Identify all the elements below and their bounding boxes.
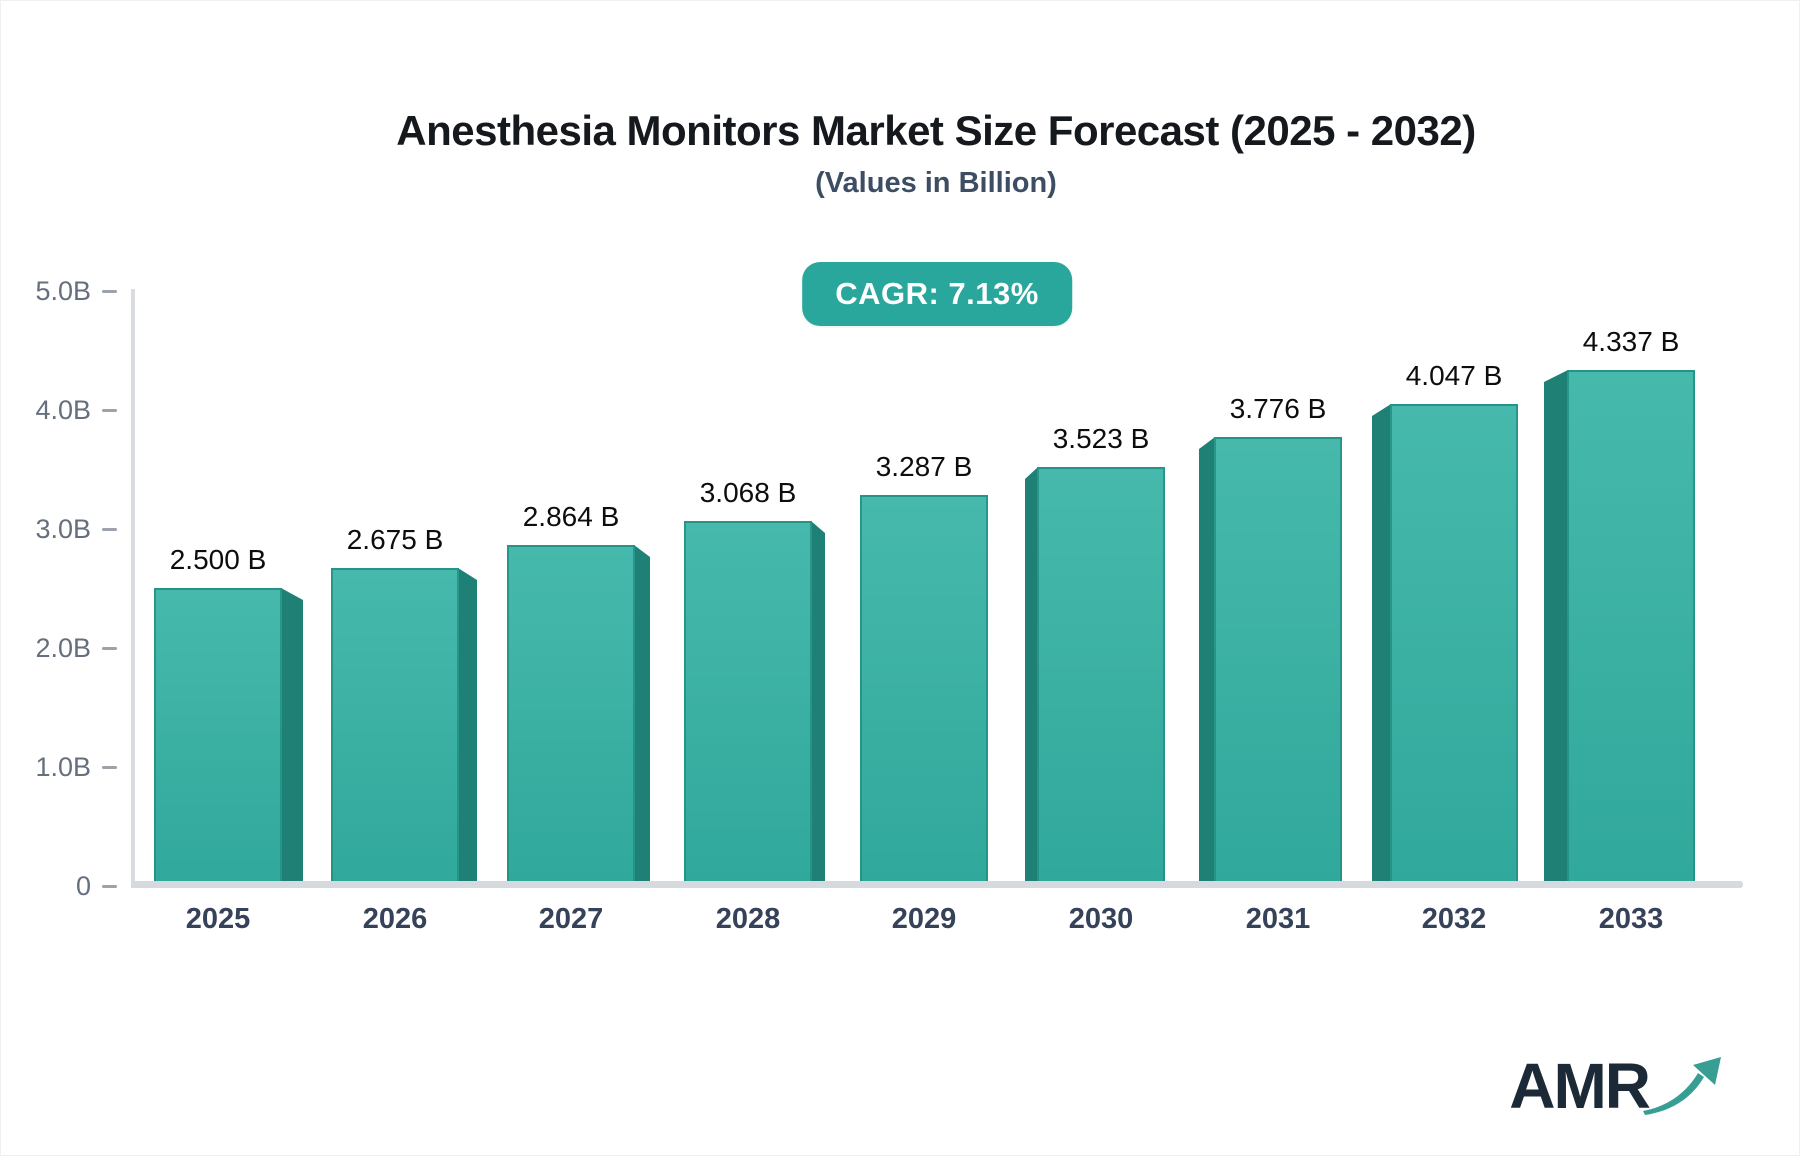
bar-2025: [154, 588, 282, 886]
bar-value-label: 3.776 B: [1229, 393, 1327, 424]
y-tick-mark: [102, 290, 117, 293]
bar-side-face: [1199, 437, 1215, 886]
x-axis-label: 2027: [538, 903, 604, 935]
y-tick-label: 4.0B: [35, 395, 91, 425]
bar-2031: [1214, 437, 1342, 886]
bar-2029: [860, 495, 988, 886]
bar-side-face: [1025, 467, 1038, 886]
y-tick-label: 3.0B: [35, 514, 91, 544]
y-tick-label: 5.0B: [35, 276, 91, 306]
x-axis-label: 2028: [715, 903, 781, 935]
bar-side-face: [281, 588, 303, 886]
chart-subtitle: (Values in Billion): [815, 167, 1057, 199]
bar-2026: [331, 568, 459, 886]
bar-value-label: 3.068 B: [699, 477, 797, 508]
bar-2033: [1567, 370, 1695, 886]
bar-2028: [684, 521, 812, 886]
y-tick-mark: [102, 528, 117, 531]
bar-2030: [1037, 467, 1165, 886]
x-axis-label: 2031: [1245, 903, 1311, 935]
growth-arrow-icon: [1643, 1057, 1721, 1115]
x-axis-label: 2026: [362, 903, 428, 935]
x-axis-label: 2032: [1421, 903, 1487, 935]
x-axis-label: 2033: [1598, 903, 1664, 935]
cagr-badge: CAGR: 7.13%: [802, 262, 1072, 326]
bar-value-label: 2.864 B: [522, 501, 620, 532]
amr-logo-text: AMR: [1509, 1050, 1651, 1122]
bar-value-label: 2.675 B: [346, 524, 444, 555]
x-axis-label: 2025: [185, 903, 251, 935]
page-title: Anesthesia Monitors Market Size Forecast…: [396, 107, 1476, 154]
x-axis-label: 2030: [1068, 903, 1134, 935]
y-axis-line: [131, 289, 135, 888]
bar-value-label: 4.337 B: [1582, 326, 1680, 357]
y-tick-label: 1.0B: [35, 752, 91, 782]
bar-value-label: 3.287 B: [875, 451, 973, 482]
y-tick-label: 2.0B: [35, 633, 91, 663]
bar-side-face: [458, 568, 477, 886]
y-tick-mark: [102, 885, 117, 888]
bar-value-label: 3.523 B: [1052, 423, 1150, 454]
bar-side-face: [634, 545, 650, 886]
y-tick-mark: [102, 409, 117, 412]
bar-2027: [507, 545, 635, 886]
x-axis-baseline: [131, 881, 1743, 888]
bar-2032: [1390, 404, 1518, 886]
x-axis-label: 2029: [891, 903, 957, 935]
y-tick-label: 0: [75, 871, 91, 901]
y-tick-mark: [102, 647, 117, 650]
amr-logo: AMR: [1509, 1050, 1725, 1122]
bar-side-face: [1372, 404, 1391, 886]
bar-value-label: 2.500 B: [169, 544, 267, 575]
bar-value-label: 4.047 B: [1405, 360, 1503, 391]
y-tick-mark: [102, 766, 117, 769]
bar-side-face: [1544, 370, 1568, 886]
bar-side-face: [811, 521, 825, 886]
